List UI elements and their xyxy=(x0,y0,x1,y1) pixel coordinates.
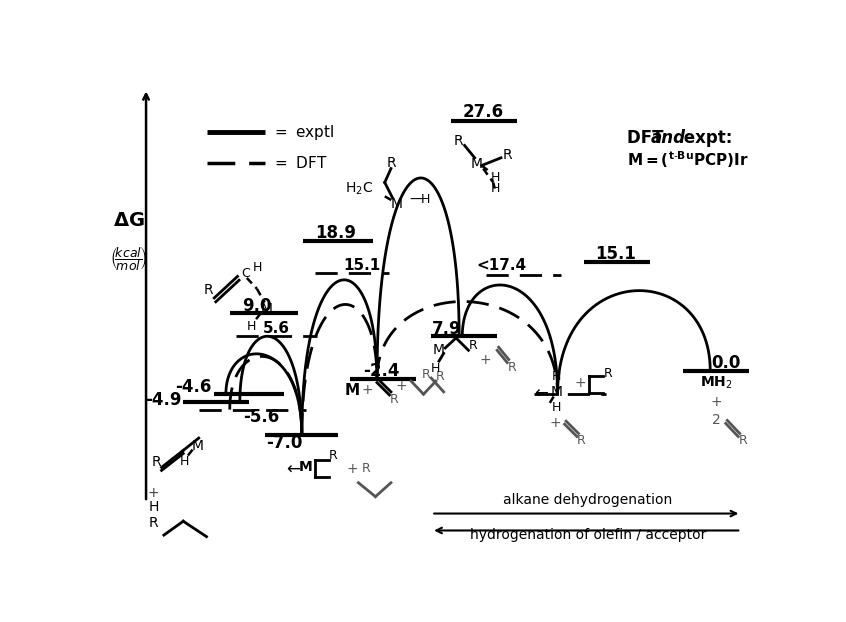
Text: $\mathbf{\Delta G}$: $\mathbf{\Delta G}$ xyxy=(113,211,145,230)
Text: R: R xyxy=(453,134,464,148)
Text: R: R xyxy=(469,339,477,352)
Text: expt:: expt: xyxy=(678,129,732,147)
Text: 2: 2 xyxy=(712,412,721,427)
Text: R: R xyxy=(437,370,445,383)
Text: H: H xyxy=(552,370,562,383)
Text: M: M xyxy=(344,383,360,398)
Text: alkane dehydrogenation: alkane dehydrogenation xyxy=(503,493,673,508)
Text: +: + xyxy=(549,415,561,430)
Text: R: R xyxy=(390,393,398,406)
Text: —: — xyxy=(409,192,423,207)
Text: -4.6: -4.6 xyxy=(176,378,212,396)
Text: R: R xyxy=(362,462,371,475)
Text: -2.4: -2.4 xyxy=(363,362,399,380)
Text: R: R xyxy=(421,368,431,381)
Text: 5.6: 5.6 xyxy=(263,321,289,337)
Text: R: R xyxy=(151,455,161,469)
Text: DFT: DFT xyxy=(627,129,669,147)
Text: 9.0: 9.0 xyxy=(242,297,272,315)
Text: +: + xyxy=(711,395,722,409)
Text: +: + xyxy=(148,486,160,499)
Text: H: H xyxy=(552,401,562,414)
Text: H$_2$C: H$_2$C xyxy=(345,180,373,197)
Text: +: + xyxy=(346,462,358,476)
Text: R: R xyxy=(204,283,214,297)
Text: R: R xyxy=(503,147,512,162)
Text: C: C xyxy=(241,267,250,280)
Text: $\leftarrow$: $\leftarrow$ xyxy=(283,458,301,476)
Text: 7.9: 7.9 xyxy=(432,320,462,338)
Text: R: R xyxy=(577,434,586,447)
Text: <17.4: <17.4 xyxy=(476,258,526,273)
Text: M: M xyxy=(299,460,312,475)
Text: $\leftarrow$: $\leftarrow$ xyxy=(530,383,549,401)
Text: M: M xyxy=(433,343,445,357)
Text: +: + xyxy=(480,353,492,366)
Text: and: and xyxy=(651,129,685,147)
Text: +: + xyxy=(362,383,374,397)
Text: $\mathbf{M = (^{t\text{-}Bu}PCP)Ir}$: $\mathbf{M = (^{t\text{-}Bu}PCP)Ir}$ xyxy=(627,149,749,170)
Text: 0.0: 0.0 xyxy=(711,355,740,373)
Text: 15.1: 15.1 xyxy=(343,258,380,273)
Text: R: R xyxy=(603,367,613,380)
Text: 18.9: 18.9 xyxy=(315,225,356,242)
Text: H: H xyxy=(149,500,159,514)
Text: M: M xyxy=(191,439,203,453)
Text: hydrogenation of olefin / acceptor: hydrogenation of olefin / acceptor xyxy=(470,528,706,542)
Text: 15.1: 15.1 xyxy=(596,245,636,263)
Text: H: H xyxy=(421,193,431,206)
Text: +: + xyxy=(574,376,586,389)
Text: +: + xyxy=(396,379,408,394)
Text: -7.0: -7.0 xyxy=(266,434,302,452)
Text: R: R xyxy=(386,156,396,170)
Text: -5.6: -5.6 xyxy=(243,408,279,426)
Text: MH$_2$: MH$_2$ xyxy=(700,374,733,391)
Text: R: R xyxy=(329,448,338,462)
Text: H: H xyxy=(180,455,190,468)
Text: H: H xyxy=(431,362,441,375)
Text: M: M xyxy=(551,385,563,399)
Text: H: H xyxy=(491,182,500,195)
Text: H: H xyxy=(253,261,262,274)
Text: M: M xyxy=(470,157,482,171)
Text: R: R xyxy=(149,516,158,530)
Text: H: H xyxy=(247,320,256,333)
Text: R: R xyxy=(508,361,516,374)
Text: H: H xyxy=(491,170,500,183)
Text: -4.9: -4.9 xyxy=(146,391,182,409)
Text: M: M xyxy=(390,197,403,211)
Text: $=$ DFT: $=$ DFT xyxy=(272,156,328,171)
Text: M: M xyxy=(261,302,272,316)
Text: 27.6: 27.6 xyxy=(463,103,503,121)
Text: $=$ exptl: $=$ exptl xyxy=(272,123,335,142)
Text: R: R xyxy=(739,434,747,447)
Text: $\left(\!\dfrac{kcal}{mol}\!\right)$: $\left(\!\dfrac{kcal}{mol}\!\right)$ xyxy=(110,246,148,274)
